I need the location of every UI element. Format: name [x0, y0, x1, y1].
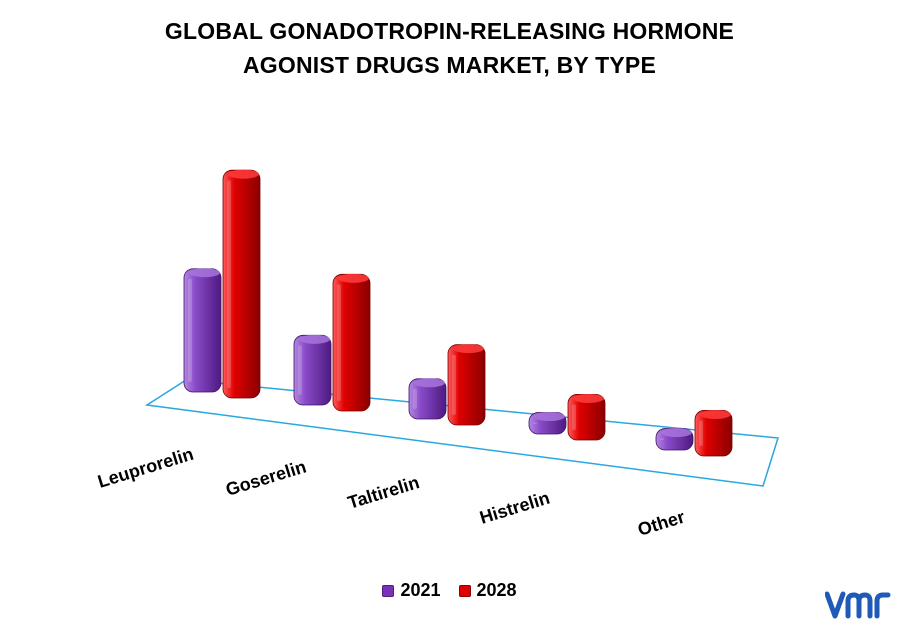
category-label-histrelin: Histrelin [477, 488, 552, 528]
bar-goserelin-2021 [293, 334, 332, 406]
category-label-leuprorelin: Leuprorelin [95, 444, 196, 492]
chart-title: GLOBAL GONADOTROPIN-RELEASING HORMONE AG… [0, 14, 899, 82]
bar-other-2028 [694, 409, 733, 457]
chart-title-line-1: GLOBAL GONADOTROPIN-RELEASING HORMONE [164, 18, 735, 44]
bar-histrelin-2021 [528, 412, 567, 435]
legend-swatch-2028 [458, 584, 471, 597]
legend-label-2028: 2028 [476, 580, 517, 600]
bar-histrelin-2028 [567, 393, 606, 441]
category-label-other: Other [635, 507, 687, 540]
vmr-logo-icon [825, 591, 891, 619]
chart-floor [144, 379, 779, 487]
bar-taltirelin-2028 [447, 344, 486, 426]
bar-leuprorelin-2028 [222, 169, 261, 399]
chart-legend: 2021 2028 [0, 580, 899, 601]
category-label-goserelin: Goserelin [223, 456, 308, 499]
legend-label-2021: 2021 [400, 580, 441, 600]
category-label-taltirelin: Taltirelin [345, 472, 421, 513]
bar-taltirelin-2021 [408, 378, 447, 420]
bar-other-2021 [655, 428, 694, 451]
legend-swatch-2021 [382, 584, 395, 597]
chart-title-line-2: AGONIST DRUGS MARKET, BY TYPE [242, 52, 657, 78]
legend-item-2021: 2021 [382, 580, 441, 601]
bar-goserelin-2028 [332, 273, 371, 412]
bar-leuprorelin-2021 [183, 268, 222, 393]
legend-item-2028: 2028 [458, 580, 517, 601]
